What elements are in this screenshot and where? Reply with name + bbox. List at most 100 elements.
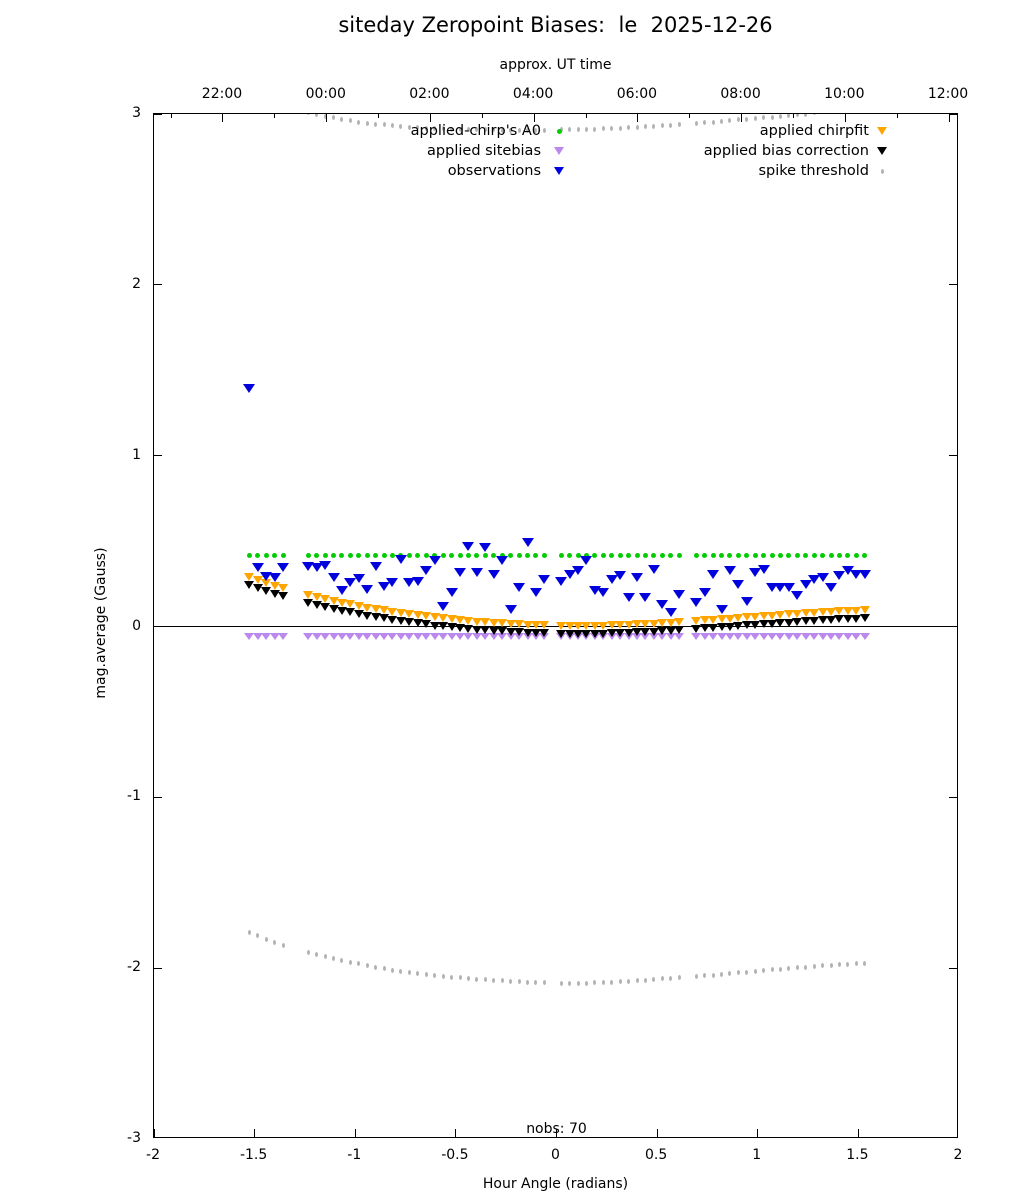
spike-threshold-upper--marker	[736, 117, 740, 123]
tick-mark	[326, 114, 328, 122]
y-tick-label: -2	[127, 959, 141, 976]
applied-chirpfit-marker	[387, 607, 398, 616]
observations-marker	[437, 601, 450, 611]
observations-marker	[622, 593, 635, 603]
legend-marker-applied-bias-correction-icon	[877, 147, 887, 155]
spike-threshold-lower--marker	[559, 980, 563, 986]
tick-mark	[154, 114, 162, 115]
spike-threshold-upper--marker	[441, 126, 445, 132]
tick-mark	[949, 626, 957, 627]
applied-chirp-s-a0-marker	[406, 553, 412, 559]
applied-chirpfit-marker	[834, 607, 845, 616]
applied-chirp-s-a0-marker	[449, 553, 455, 559]
spike-threshold-lower--marker	[382, 966, 386, 972]
spike-threshold-lower--marker	[627, 978, 631, 984]
applied-bias-correction-marker	[328, 604, 339, 613]
tick-mark	[222, 114, 224, 122]
applied-bias-correction-marker	[471, 625, 482, 634]
applied-bias-correction-marker	[244, 580, 255, 589]
applied-chirp-s-a0-marker	[474, 553, 480, 559]
applied-chirp-s-a0-marker	[314, 553, 320, 559]
applied-chirp-s-a0-marker	[356, 553, 362, 559]
applied-sitebias-marker	[708, 632, 719, 640]
applied-sitebias-marker	[859, 632, 870, 640]
applied-bias-correction-marker	[775, 619, 786, 628]
observations-marker	[791, 591, 804, 601]
applied-chirpfit-marker	[438, 614, 449, 623]
applied-chirpfit-marker	[530, 621, 541, 630]
applied-chirpfit-marker	[615, 621, 626, 630]
applied-chirpfit-marker	[606, 621, 617, 630]
applied-sitebias-marker	[657, 632, 668, 640]
applied-sitebias-marker	[741, 632, 752, 640]
spike-threshold-upper--marker	[795, 114, 799, 118]
observations-marker	[707, 569, 720, 579]
observations-marker	[664, 608, 677, 618]
applied-bias-correction-marker	[783, 618, 794, 627]
applied-bias-correction-marker	[387, 615, 398, 624]
applied-chirp-s-a0-marker	[381, 553, 387, 559]
applied-chirpfit-marker	[480, 618, 491, 627]
spike-threshold-upper--marker	[483, 127, 487, 133]
observations-marker	[251, 563, 264, 573]
spike-threshold-upper--marker	[584, 127, 588, 133]
spike-threshold-lower--marker	[424, 972, 428, 978]
spike-threshold-lower--marker	[745, 969, 749, 975]
spike-threshold-lower--marker	[728, 971, 732, 977]
x-tick-label: -0.5	[441, 1147, 469, 1163]
legend-marker-applied-chirpfit-icon	[877, 127, 887, 135]
tick-mark	[949, 284, 957, 286]
applied-sitebias-marker	[750, 632, 761, 640]
applied-chirp-s-a0-marker	[803, 553, 809, 559]
applied-chirp-s-a0-marker	[508, 553, 514, 559]
spike-threshold-upper--marker	[660, 123, 664, 129]
spike-threshold-upper--marker	[821, 113, 824, 114]
applied-sitebias-marker	[320, 632, 331, 640]
applied-chirpfit-marker	[463, 616, 474, 625]
tick-mark	[378, 114, 380, 118]
applied-bias-correction-marker	[522, 628, 533, 637]
applied-bias-correction-marker	[834, 615, 845, 624]
tick-mark	[637, 114, 639, 122]
spike-threshold-lower--marker	[854, 961, 858, 967]
tick-mark	[948, 114, 950, 122]
applied-sitebias-marker	[792, 632, 803, 640]
tick-mark	[481, 114, 483, 118]
top-tick-label: 02:00	[409, 86, 450, 102]
x-tick-label: 1.5	[846, 1147, 869, 1163]
applied-chirpfit-marker	[539, 621, 550, 630]
applied-bias-correction-marker	[530, 629, 541, 638]
applied-chirp-s-a0-marker	[735, 553, 741, 559]
observations-marker	[799, 579, 812, 589]
observations-marker	[631, 573, 643, 583]
applied-bias-correction-marker	[278, 592, 288, 601]
applied-chirpfit-marker	[775, 611, 786, 620]
x-tick-label: -1.5	[239, 1147, 268, 1163]
spike-threshold-lower--marker	[281, 942, 285, 948]
applied-chirp-s-a0-marker	[634, 553, 640, 559]
applied-bias-correction-marker	[336, 606, 347, 615]
tick-mark	[949, 114, 957, 115]
y-tick-label: 0	[132, 617, 141, 634]
applied-chirp-s-a0-marker	[516, 553, 522, 559]
spike-threshold-upper--marker	[635, 124, 639, 130]
observations-marker	[572, 566, 585, 576]
applied-chirp-s-a0-marker	[389, 553, 395, 559]
plot-area: applied-chirp's A0 applied chirpfit applie…	[153, 113, 958, 1138]
applied-chirpfit-marker	[395, 609, 406, 618]
top-tick-label: 04:00	[512, 86, 554, 102]
applied-chirpfit-marker	[261, 578, 272, 587]
applied-chirpfit-marker	[665, 618, 676, 627]
applied-bias-correction-marker	[606, 629, 617, 638]
applied-bias-correction-marker	[438, 622, 449, 631]
spike-threshold-upper--marker	[416, 125, 420, 131]
applied-sitebias-marker	[362, 632, 373, 640]
applied-bias-correction-marker	[792, 617, 803, 626]
tick-mark	[949, 967, 957, 969]
observations-marker	[580, 556, 593, 566]
top-axis-label: approx. UT time	[499, 57, 612, 73]
applied-chirp-s-a0-marker	[583, 553, 589, 559]
spike-threshold-upper--marker	[466, 127, 470, 133]
applied-sitebias-marker	[505, 632, 516, 640]
applied-chirpfit-marker	[767, 611, 778, 620]
